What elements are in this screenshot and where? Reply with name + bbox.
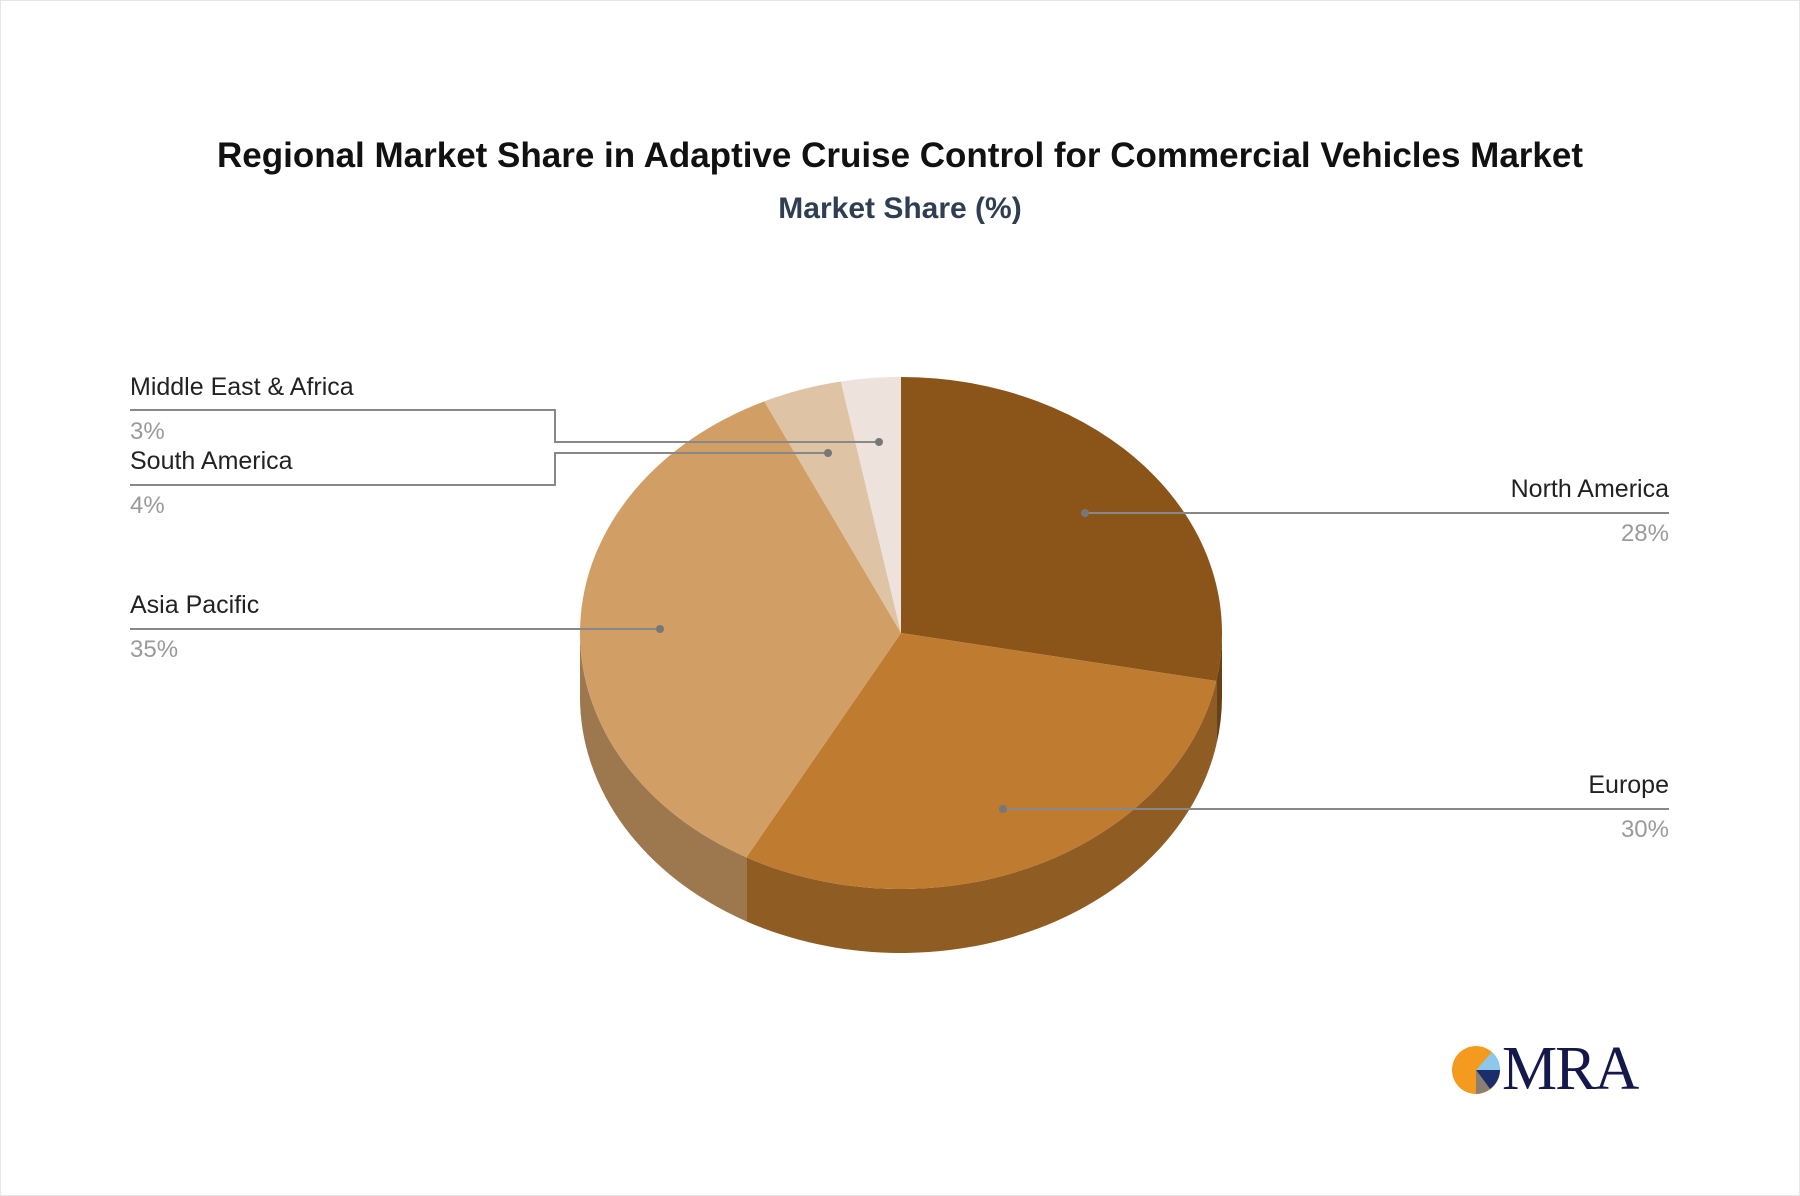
leader-lines xyxy=(130,409,1669,813)
label-middle-east-africa: Middle East & Africa xyxy=(130,373,354,401)
value-middle-east-africa: 3% xyxy=(130,418,165,445)
value-south-america: 4% xyxy=(130,492,165,519)
pie-top xyxy=(579,377,1222,890)
pie-slice-asia-pacific[interactable] xyxy=(579,401,901,858)
value-europe: 30% xyxy=(1620,816,1669,843)
chart-subtitle: Market Share (%) xyxy=(778,192,1022,225)
label-europe: Europe xyxy=(1588,771,1669,799)
value-north-america: 28% xyxy=(1620,520,1669,547)
logo-pie-icon xyxy=(1452,1046,1501,1094)
mra-logo: MRA xyxy=(1450,1035,1650,1103)
pie-slice-south-america[interactable] xyxy=(764,381,901,633)
logo-text: MRA xyxy=(1502,1035,1639,1103)
pie-side-0 xyxy=(1216,633,1222,745)
pie-sides xyxy=(580,633,1222,954)
chart-title: Regional Market Share in Adaptive Cruise… xyxy=(216,136,1584,175)
pie-side-1 xyxy=(746,680,1217,954)
pie-slice-europe[interactable] xyxy=(746,633,1217,890)
pie-side-2 xyxy=(580,633,747,922)
pie-slice-north-america[interactable] xyxy=(901,377,1222,681)
label-north-america: North America xyxy=(1510,475,1669,503)
label-asia-pacific: Asia Pacific xyxy=(130,591,260,619)
label-south-america: South America xyxy=(130,447,293,475)
value-asia-pacific: 35% xyxy=(130,636,179,663)
